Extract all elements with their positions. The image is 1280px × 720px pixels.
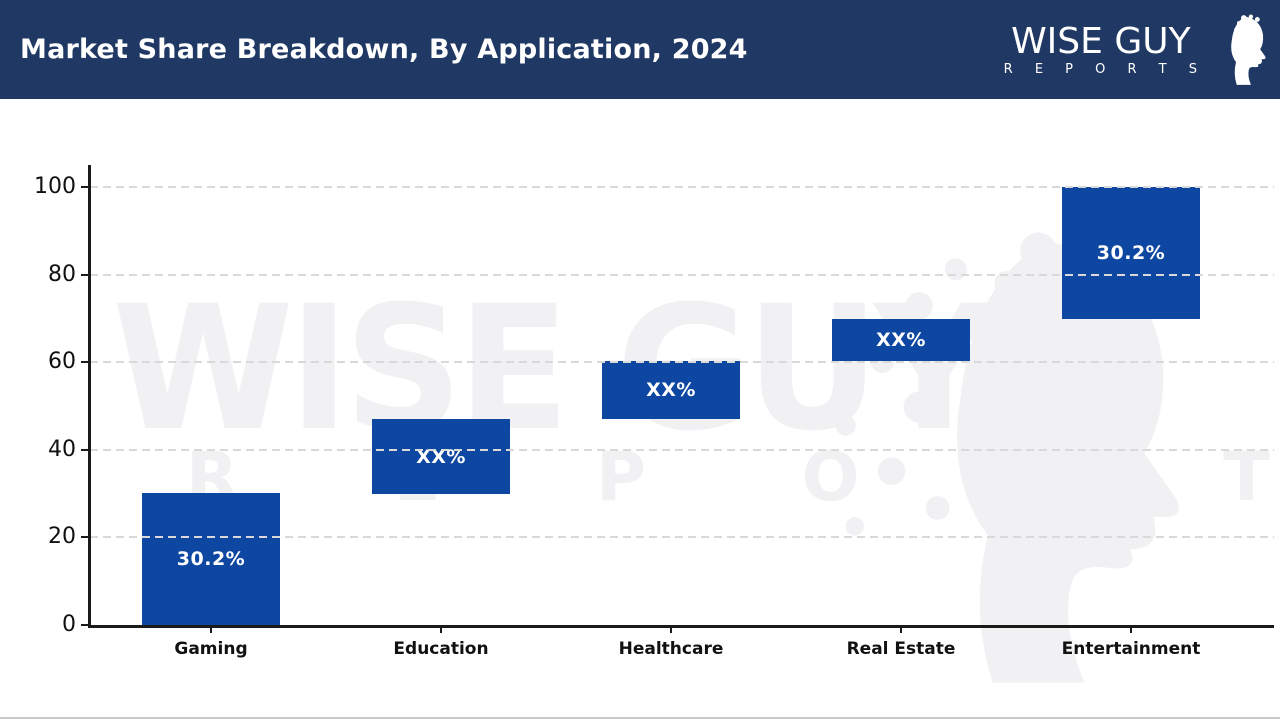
- y-tick-label: 80: [48, 261, 76, 287]
- y-tick-label: 100: [34, 174, 76, 200]
- x-tick-label: Entertainment: [1061, 639, 1201, 659]
- bar-value-label: XX%: [646, 379, 696, 402]
- gridline: [90, 448, 1274, 451]
- x-tick-label: Healthcare: [618, 639, 724, 659]
- y-axis-line: [88, 165, 91, 628]
- bar-value-label: 30.2%: [1096, 242, 1166, 265]
- bar-gaming: 30.2%: [142, 492, 280, 625]
- gridline: [90, 186, 1274, 189]
- bar-value-label: XX%: [416, 445, 466, 468]
- x-tick-mark: [440, 625, 442, 633]
- y-tick-mark: [81, 448, 90, 451]
- gridline: [90, 536, 1274, 539]
- bar-value-label: 30.2%: [176, 547, 246, 570]
- logo-wordmark: WISE GUY: [1011, 20, 1191, 62]
- y-tick-label: 0: [62, 612, 76, 637]
- chart-title: Market Share Breakdown, By Application, …: [20, 34, 748, 65]
- y-tick-mark: [81, 624, 90, 626]
- logo-subtext: R E P O R T S: [1003, 61, 1206, 77]
- bar-real-estate: XX%: [832, 319, 970, 362]
- y-tick-mark: [81, 361, 90, 364]
- header-bar: Market Share Breakdown, By Application, …: [0, 0, 1280, 99]
- y-tick-label: 60: [48, 349, 76, 375]
- x-tick-mark: [900, 625, 902, 633]
- x-tick-mark: [670, 625, 672, 633]
- bottom-border: [0, 717, 1280, 719]
- x-tick-mark: [210, 625, 212, 633]
- gridline: [90, 273, 1274, 276]
- y-tick-mark: [81, 186, 90, 189]
- y-tick-mark: [81, 536, 90, 539]
- bar-healthcare: XX%: [602, 361, 740, 420]
- x-tick-label: Real Estate: [846, 639, 956, 659]
- x-axis-line: [88, 625, 1274, 628]
- bar-entertainment: 30.2%: [1062, 186, 1200, 320]
- y-tick-label: 20: [48, 524, 76, 550]
- bar-education: XX%: [372, 419, 510, 494]
- logo-face-icon: [1231, 13, 1266, 85]
- bar-value-label: XX%: [876, 329, 926, 352]
- y-tick-mark: [81, 273, 90, 276]
- y-tick-label: 40: [48, 436, 76, 462]
- wise-guy-logo: WISE GUY R E P O R T S: [1000, 0, 1268, 99]
- gridline: [90, 361, 1274, 364]
- x-tick-label: Education: [393, 639, 489, 659]
- x-tick-label: Gaming: [174, 639, 248, 659]
